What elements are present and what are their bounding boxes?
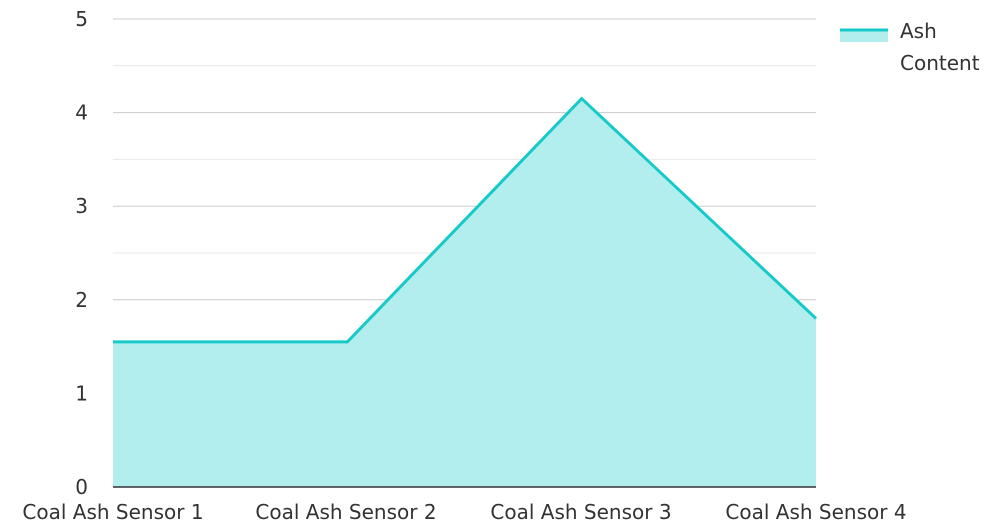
x-tick-label: Coal Ash Sensor 3 <box>490 500 671 524</box>
x-tick-label: Coal Ash Sensor 1 <box>22 500 203 524</box>
y-tick-label: 0 <box>75 475 88 499</box>
legend-label-line1: Ash <box>900 19 937 43</box>
y-tick-label: 5 <box>75 7 88 31</box>
x-axis-ticks: Coal Ash Sensor 1 Coal Ash Sensor 2 Coal A… <box>22 500 906 524</box>
series-line <box>113 96 818 344</box>
x-tick-label: Coal Ash Sensor 2 <box>255 500 436 524</box>
legend: Ash Content <box>840 19 980 75</box>
y-tick-label: 1 <box>75 381 88 405</box>
y-tick-label: 4 <box>75 101 88 125</box>
x-tick-label: Coal Ash Sensor 4 <box>725 500 906 524</box>
series-area <box>113 96 818 487</box>
legend-label-line2: Content <box>900 51 980 75</box>
legend-swatch-fill <box>840 30 888 42</box>
y-axis-ticks: 0 1 2 3 4 5 <box>75 7 88 499</box>
y-tick-label: 3 <box>75 194 88 218</box>
series-area-fill <box>113 98 816 487</box>
y-tick-label: 2 <box>75 288 88 312</box>
